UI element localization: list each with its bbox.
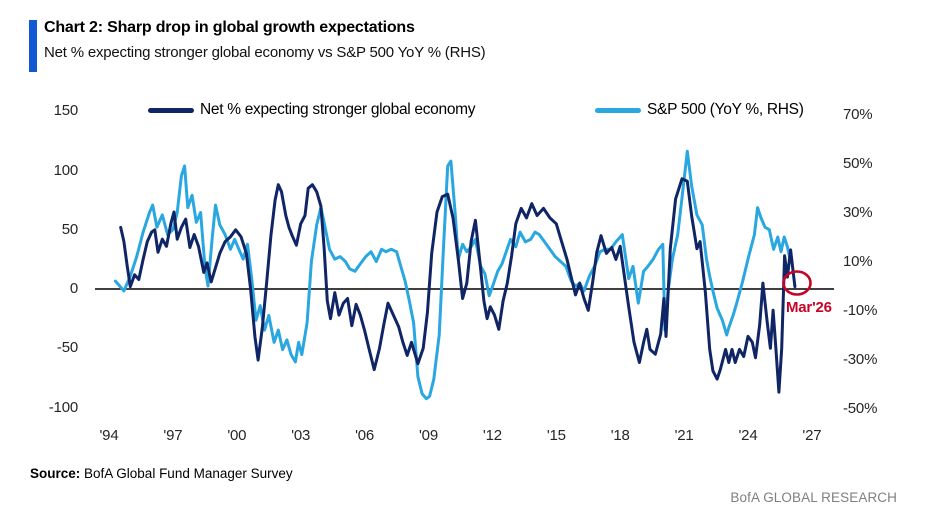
sp500-line-swatch	[595, 107, 641, 113]
left-axis-tick: 100	[53, 161, 79, 179]
x-axis-tick: '18	[610, 427, 630, 444]
legend-label-fms: Net % expecting stronger global economy	[200, 101, 476, 118]
highlight-label: Mar'26	[786, 299, 832, 316]
fms-net-line	[119, 177, 797, 394]
bofa-global-research-watermark: BofA GLOBAL RESEARCH	[730, 490, 897, 505]
chart-subtitle: Net % expecting stronger global economy …	[44, 44, 486, 61]
left-axis-tick: -50	[56, 339, 78, 357]
left-axis-tick: 150	[53, 102, 79, 120]
left-axis-tick: -100	[48, 398, 78, 416]
x-axis-tick: '24	[738, 427, 758, 444]
source-line: Source: BofA Global Fund Manager Survey	[30, 466, 293, 481]
legend-item-fms: Net % expecting stronger global economy	[148, 101, 476, 119]
source-label: Source:	[30, 466, 81, 481]
source-text: BofA Global Fund Manager Survey	[80, 466, 293, 481]
left-axis-tick: 50	[61, 220, 79, 238]
legend-label-sp500: S&P 500 (YoY %, RHS)	[647, 101, 804, 118]
title-accent-bar	[29, 20, 37, 72]
chart-title: Chart 2: Sharp drop in global growth exp…	[44, 19, 415, 36]
x-axis-tick: '00	[227, 427, 247, 444]
sp500-yoy-line	[113, 149, 793, 401]
x-axis-tick: '97	[163, 427, 183, 444]
legend-item-sp500: S&P 500 (YoY %, RHS)	[595, 101, 804, 119]
left-axis-tick: 0	[69, 280, 78, 297]
right-axis-tick: 70%	[843, 105, 873, 123]
x-axis-tick: '21	[674, 427, 694, 444]
x-axis-tick: '06	[355, 427, 375, 444]
x-axis-tick: '09	[419, 427, 438, 444]
highlight-circle	[782, 270, 812, 296]
x-axis-tick: '12	[482, 427, 502, 444]
x-axis-tick: '15	[546, 427, 566, 444]
x-axis-tick: '27	[802, 427, 822, 444]
series-layer	[113, 149, 797, 401]
right-axis-tick: -30%	[843, 350, 878, 368]
fms-line-swatch	[148, 107, 194, 113]
right-axis-tick: 10%	[843, 252, 873, 270]
right-axis-tick: 50%	[843, 154, 873, 172]
x-axis-tick: '03	[291, 427, 311, 444]
right-axis-tick: -50%	[843, 399, 878, 417]
right-axis-tick: -10%	[843, 301, 878, 319]
right-axis-tick: 30%	[843, 203, 873, 221]
x-axis-tick: '94	[99, 427, 119, 444]
